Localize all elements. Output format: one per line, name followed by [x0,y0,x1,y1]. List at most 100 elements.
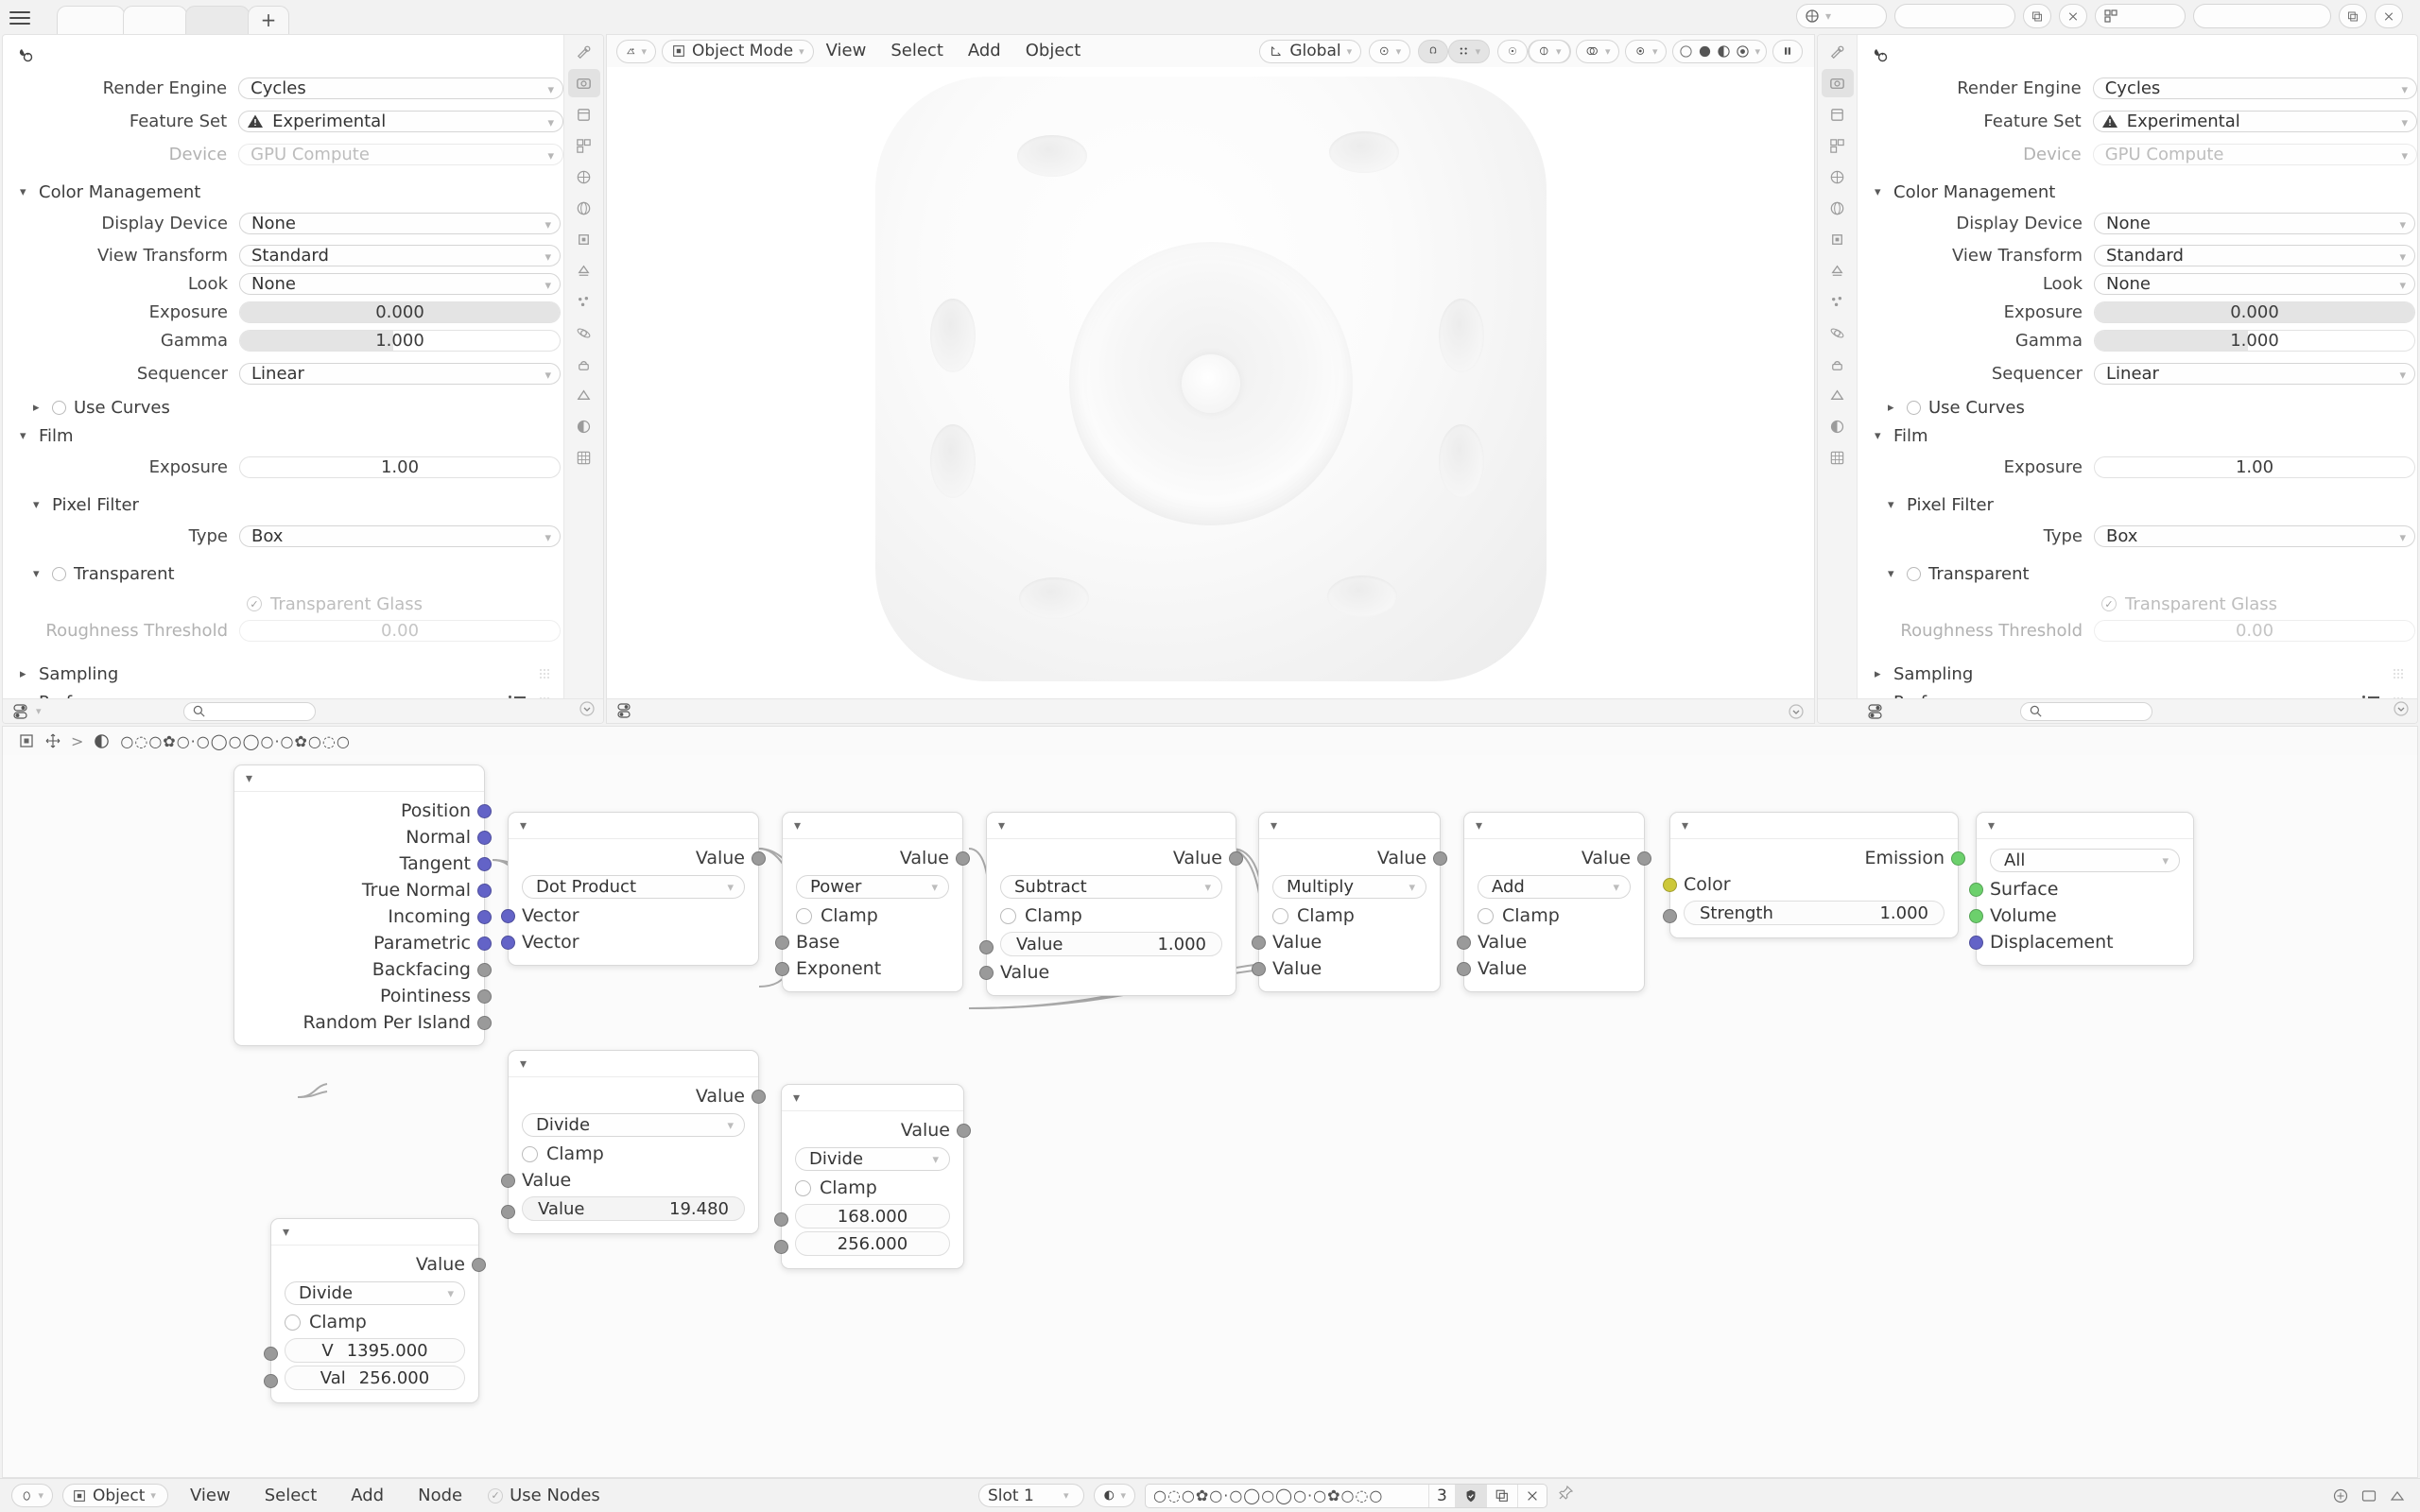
field-value[interactable]: Value 1.000 [1000,932,1222,956]
workspace-tab-1[interactable] [57,6,125,34]
node-divide-right[interactable]: ▾ Value Divide ▾ Clamp 168.000 256.000 [774,1084,971,1269]
socket-value-b[interactable] [1252,961,1266,976]
socket-value-out[interactable] [752,1089,766,1104]
socket-true-normal[interactable] [477,883,492,898]
node-header[interactable]: ▾ [783,813,962,839]
material-name-field[interactable]: ○◌○✿○·○◯○◯○·○✿○◌○ [1146,1484,1429,1507]
properties-tab-output-r[interactable] [1822,100,1854,129]
preset-list-icon[interactable] [509,695,526,698]
socket-value-b[interactable] [979,965,994,980]
xray-toggle[interactable]: ▾ [1625,39,1668,63]
chevron-down-icon[interactable]: ▾ [998,817,1006,833]
scene-name-field[interactable] [1894,4,2015,28]
node-emission[interactable]: ▾ Emission Color Strength 1.000 [1663,812,1965,938]
socket-backfacing[interactable] [477,962,492,977]
status-icon-1[interactable] [2331,1486,2350,1505]
socket-strength[interactable] [1663,908,1677,923]
clamp-toggle[interactable] [522,1145,538,1162]
drag-grip-icon[interactable] [2393,668,2404,679]
checkbox-clamp[interactable]: Clamp [783,902,962,929]
socket-pointiness[interactable] [477,988,492,1004]
properties-tab-tool-r[interactable] [1822,38,1854,66]
dropdown-device-r[interactable]: GPU Compute ▾ [2092,144,2417,165]
node-canvas[interactable]: ▾ Position Normal Tangent True Normal In… [3,755,2417,1477]
node-header[interactable]: ▾ [1464,813,1644,839]
dropdown-render-engine[interactable]: Cycles ▾ [238,77,563,99]
node-menu-view[interactable]: View [190,1485,231,1505]
dropdown-display-device-r[interactable]: None ▾ [2094,213,2415,234]
chevron-down-icon[interactable]: ▾ [520,1056,527,1072]
drag-grip-icon[interactable] [539,696,550,698]
section-film-r[interactable]: ▾ Film [1858,421,2417,450]
properties-tab-view-layer-r[interactable] [1822,131,1854,160]
socket-tangent[interactable] [477,856,492,871]
dropdown-operation[interactable]: Add ▾ [1478,875,1631,899]
socket-normal[interactable] [477,830,492,845]
socket-value-b[interactable] [501,1204,515,1219]
clamp-toggle[interactable] [795,1179,811,1196]
section-transparent[interactable]: ▾ Transparent [3,559,563,588]
socket-parametric[interactable] [477,936,492,951]
editor-type-button[interactable]: ▾ [616,39,656,63]
slider-film-exposure[interactable]: 1.00 [239,456,561,478]
chevron-down-icon[interactable]: ▾ [793,1090,801,1106]
slider-gamma-r[interactable]: 1.000 [2094,330,2415,352]
socket-position[interactable] [477,803,492,818]
use-nodes-checkbox[interactable]: ✓ Use Nodes [488,1486,600,1505]
dropdown-feature-set-r[interactable]: Experimental ▾ [2092,111,2417,132]
shader-node-editor[interactable]: > ○◌○✿○·○◯○◯○·○✿○◌○ [2,726,2418,1478]
gizmo-toggle[interactable]: ▾ [1529,39,1571,63]
properties-options-button-r[interactable] [2393,700,2410,722]
properties-tab-scene-r[interactable] [1822,163,1854,191]
shader-editor-icon[interactable] [18,732,35,749]
chevron-down-icon[interactable]: ▾ [283,1224,290,1240]
properties-tab-modifiers-r[interactable] [1822,256,1854,284]
pause-render-button[interactable] [1772,39,1803,63]
snap-toggle-button[interactable] [1418,39,1449,63]
snap-settings-button[interactable]: ▾ [1448,39,1491,63]
checkbox-clamp[interactable]: Clamp [987,902,1236,929]
dropdown-sequencer-r[interactable]: Linear ▾ [2094,363,2415,385]
clamp-toggle[interactable] [1000,907,1016,924]
dropdown-view-transform[interactable]: Standard ▾ [239,245,561,266]
chevron-down-icon[interactable]: ▾ [246,770,253,786]
socket-random-per-island[interactable] [477,1015,492,1030]
dropdown-filter-type-r[interactable]: Box ▾ [2094,525,2415,547]
socket-value-a[interactable] [979,939,994,954]
clamp-toggle[interactable] [1478,907,1494,924]
checkbox-clamp[interactable]: Clamp [1464,902,1644,929]
slider-gamma[interactable]: 1.000 [239,330,561,352]
properties-tab-texture-r[interactable] [1822,443,1854,472]
use-curves-toggle-r[interactable] [1907,400,1921,415]
node-header[interactable]: ▾ [234,765,484,792]
workspace-tab-3[interactable] [185,6,250,34]
dropdown-display-device[interactable]: None ▾ [239,213,561,234]
node-header[interactable]: ▾ [782,1085,963,1111]
section-color-management-r[interactable]: ▾ Color Management [1858,178,2417,206]
node-subtract[interactable]: ▾ Value Subtract ▾ Clamp Value 1.000 Value [979,812,1243,996]
pin-button[interactable] [1557,1485,1574,1506]
properties-tab-texture[interactable] [568,443,600,472]
dropdown-view-transform-r[interactable]: Standard ▾ [2094,245,2415,266]
node-menu-select[interactable]: Select [264,1485,318,1505]
socket-value-a[interactable] [264,1346,278,1361]
socket-exponent[interactable] [775,961,789,976]
proportional-edit-button[interactable] [1497,39,1529,63]
delete-scene-button[interactable] [2059,4,2087,28]
clamp-toggle[interactable] [285,1314,301,1331]
dropdown-operation[interactable]: Divide ▾ [522,1113,745,1137]
field-value-a[interactable]: V 1395.000 [285,1338,465,1363]
dropdown-operation[interactable]: Subtract ▾ [1000,875,1222,899]
section-performance[interactable]: ▸ Performance [3,688,563,698]
transform-orientation-selector[interactable]: Global ▾ [1259,39,1362,63]
view-layer-selector[interactable] [2095,4,2186,28]
dropdown-device[interactable]: GPU Compute ▾ [238,144,563,165]
properties-tab-physics-r[interactable] [1822,318,1854,347]
chevron-down-icon[interactable]: ▾ [520,817,527,833]
node-geometry[interactable]: ▾ Position Normal Tangent True Normal In… [233,765,492,1046]
properties-tab-scene[interactable] [568,163,600,191]
socket-value-out[interactable] [957,1123,971,1138]
view-layer-name-field[interactable] [2193,4,2331,28]
socket-surface[interactable] [1969,882,1983,897]
viewport-collapse-button[interactable] [1788,703,1805,725]
